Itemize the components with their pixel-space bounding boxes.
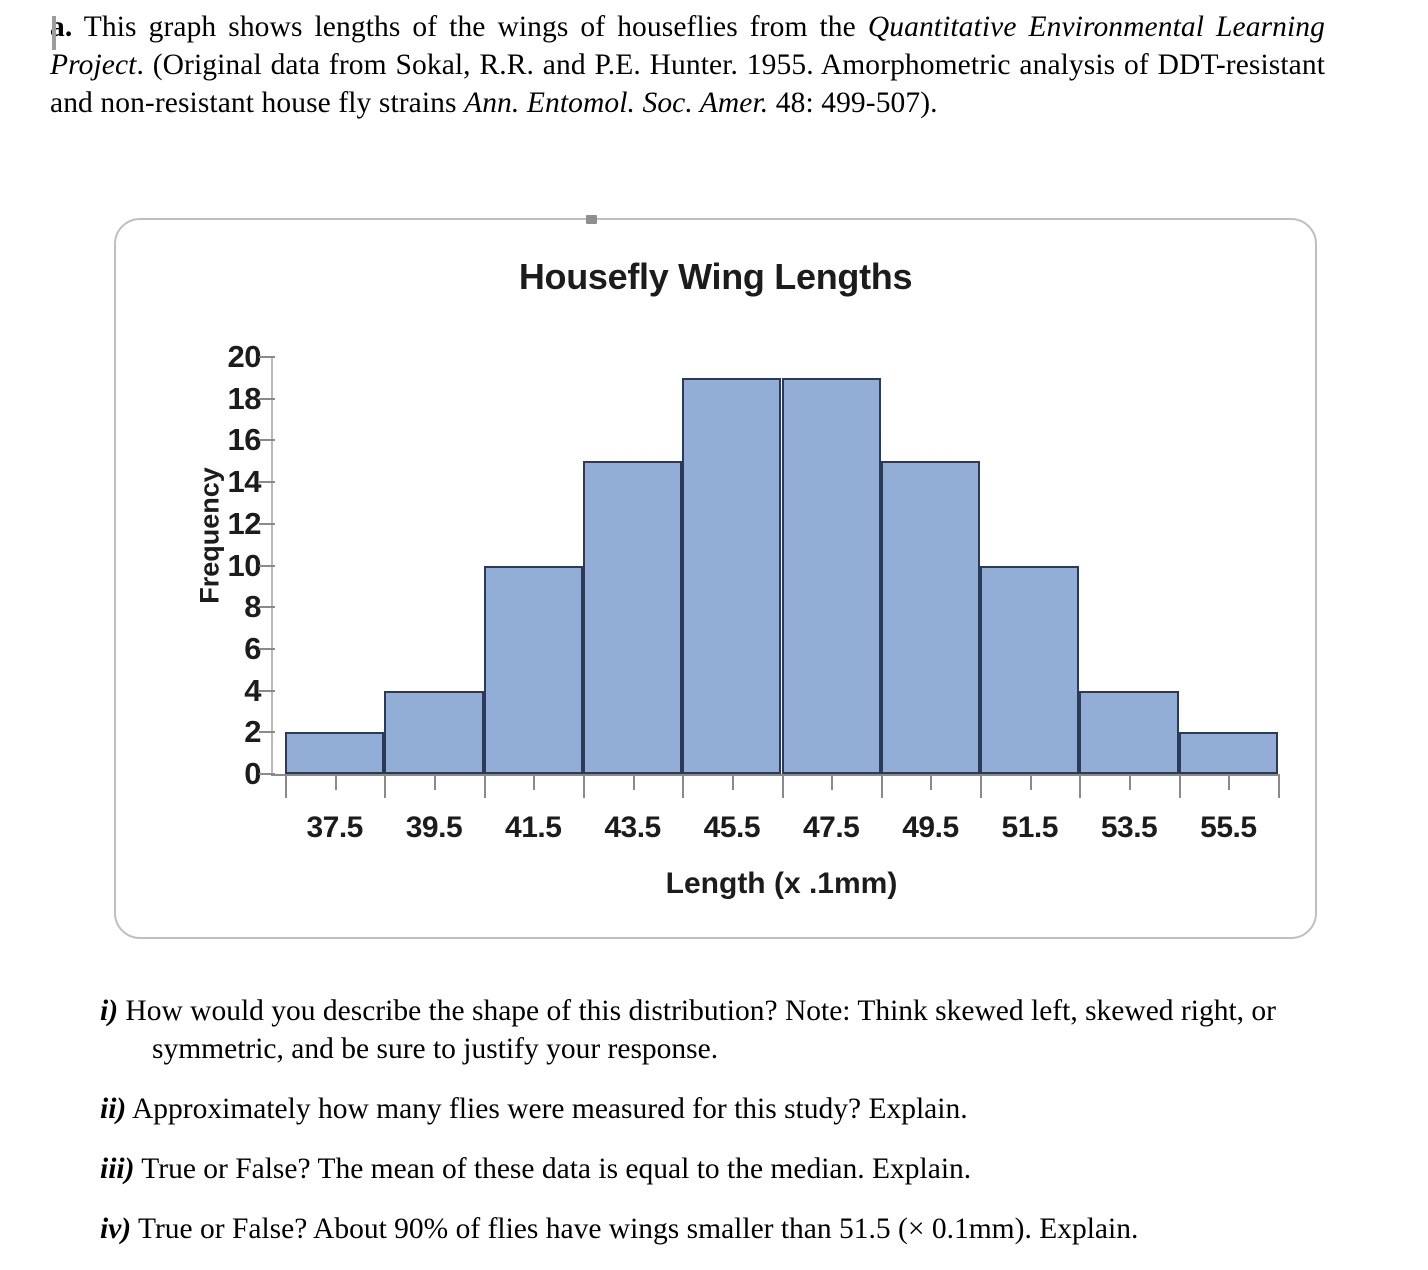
x-axis-tick-label: 51.5	[1001, 811, 1059, 844]
y-axis-tick	[259, 481, 275, 484]
x-axis-tick-label: 41.5	[505, 811, 562, 844]
question-text: How would you describe the shape of this…	[118, 995, 1276, 1065]
y-axis-tick	[259, 397, 275, 400]
x-axis-minor-tick	[334, 776, 337, 790]
intro-text-part2: . (Original data from Sokal, R.R. and P.…	[50, 49, 1325, 119]
y-axis-tick-label: 14	[227, 464, 262, 500]
x-axis-tick	[483, 776, 486, 798]
y-axis-tick	[259, 439, 275, 442]
histogram-bar	[384, 690, 484, 774]
y-axis-tick-label: 0	[244, 756, 261, 791]
questions-list: i) How would you describe the shape of t…	[100, 992, 1345, 1270]
x-axis-tick	[285, 776, 287, 798]
x-axis-minor-tick	[731, 776, 734, 790]
y-axis-tick-label: 6	[244, 630, 261, 666]
x-axis-tick	[582, 776, 585, 798]
x-axis-minor-tick	[1029, 776, 1032, 790]
x-axis-tick-label: 45.5	[703, 811, 761, 844]
question-number: iv)	[100, 1213, 132, 1245]
x-axis-tick-label: 43.5	[604, 811, 661, 844]
intro-text: a. This graph shows lengths of the wings…	[50, 8, 1325, 122]
question-item: i) How would you describe the shape of t…	[100, 992, 1345, 1068]
x-axis-minor-tick	[533, 776, 536, 790]
y-axis-tick-label: 12	[227, 505, 262, 541]
histogram-bar	[483, 565, 583, 774]
histogram-bar	[1079, 690, 1179, 774]
question-item: ii) Approximately how many flies were me…	[100, 1090, 1345, 1128]
x-axis-tick	[1278, 776, 1280, 798]
histogram-bar	[582, 461, 683, 774]
y-axis-tick-label: 18	[227, 380, 262, 416]
x-axis-minor-tick	[632, 776, 635, 790]
x-axis-tick-label: 53.5	[1100, 811, 1158, 844]
histogram-bar	[1178, 732, 1278, 774]
x-axis-minor-tick	[433, 776, 436, 790]
question-text: Approximately how many flies were measur…	[126, 1093, 968, 1125]
y-axis-tick	[259, 647, 275, 650]
card-handle[interactable]	[586, 215, 597, 224]
question-number: iii)	[100, 1153, 135, 1185]
y-axis-line	[271, 357, 273, 776]
chart-title: Housefly Wing Lengths	[518, 256, 913, 297]
plot-area: Length (x .1mm) 37.5 39.5 41.5 43.5 45.5 47.5…	[259, 356, 1280, 900]
y-axis-tick-label: 2	[244, 714, 261, 750]
x-axis-minor-tick	[1129, 776, 1132, 790]
histogram-bar	[781, 377, 881, 774]
intro-citation-project: Quantitative Environmental Learning Proj…	[50, 11, 1325, 81]
histogram-bar	[880, 461, 981, 774]
y-axis-tick-label: 16	[227, 422, 262, 458]
histogram-bar	[285, 732, 385, 774]
x-axis-tick	[1178, 776, 1181, 798]
x-axis-minor-tick	[1228, 776, 1231, 790]
y-axis-tick	[259, 731, 275, 734]
x-axis-tick-label: 37.5	[306, 811, 363, 844]
question-item: iii) True or False? The mean of these da…	[100, 1150, 1345, 1188]
x-axis-tick	[1079, 776, 1082, 798]
y-axis-tick	[259, 356, 275, 358]
question-text: True or False? The mean of these data is…	[134, 1153, 972, 1185]
x-axis-tick	[682, 776, 685, 798]
x-axis-tick	[384, 776, 387, 798]
question-item: iv) True or False? About 90% of flies ha…	[100, 1210, 1345, 1248]
x-axis-tick-label: 39.5	[405, 811, 463, 844]
x-axis-line	[271, 774, 1280, 776]
y-axis-tick	[259, 606, 275, 609]
intro-text-part1: This graph shows lengths of the wings of…	[72, 11, 868, 43]
y-axis-tick	[259, 522, 275, 525]
x-axis-tick	[880, 776, 883, 798]
x-axis-tick	[781, 776, 784, 798]
x-axis-tick-label: 47.5	[802, 811, 860, 844]
x-axis-tick-label: 49.5	[902, 811, 959, 844]
question-text: True or False? About 90% of flies have w…	[131, 1213, 1139, 1245]
y-axis-tick	[259, 773, 275, 775]
intro-paragraph: a. This graph shows lengths of the wings…	[50, 8, 1325, 122]
question-number: ii)	[100, 1093, 127, 1125]
y-axis-tick	[259, 564, 275, 567]
change-bar	[52, 16, 56, 50]
intro-citation-journal: Ann. Entomol. Soc. Amer.	[464, 87, 769, 119]
y-axis-tick	[259, 689, 275, 692]
y-axis-tick-label: 8	[244, 589, 261, 625]
intro-text-part3: 48: 499-507).	[768, 87, 938, 119]
chart-card: Housefly Wing Lengths Frequency 0 2 4 6 8 10 1…	[114, 215, 1317, 939]
x-axis-tick	[980, 776, 983, 798]
y-axis-labels: 0 2 4 6 8 10 12 14 16 18 20	[141, 339, 262, 791]
y-axis-tick-label: 10	[227, 547, 262, 583]
x-axis-minor-tick	[831, 776, 834, 790]
histogram-bar	[682, 377, 782, 774]
x-axis-title: Length (x .1mm)	[665, 867, 898, 900]
x-axis-tick-label: 55.5	[1200, 811, 1257, 844]
histogram-bar	[980, 565, 1080, 774]
question-number: i)	[100, 995, 119, 1027]
y-axis-tick-label: 4	[244, 672, 261, 708]
y-axis-tick-label: 20	[227, 339, 262, 374]
x-axis-minor-tick	[930, 776, 933, 790]
